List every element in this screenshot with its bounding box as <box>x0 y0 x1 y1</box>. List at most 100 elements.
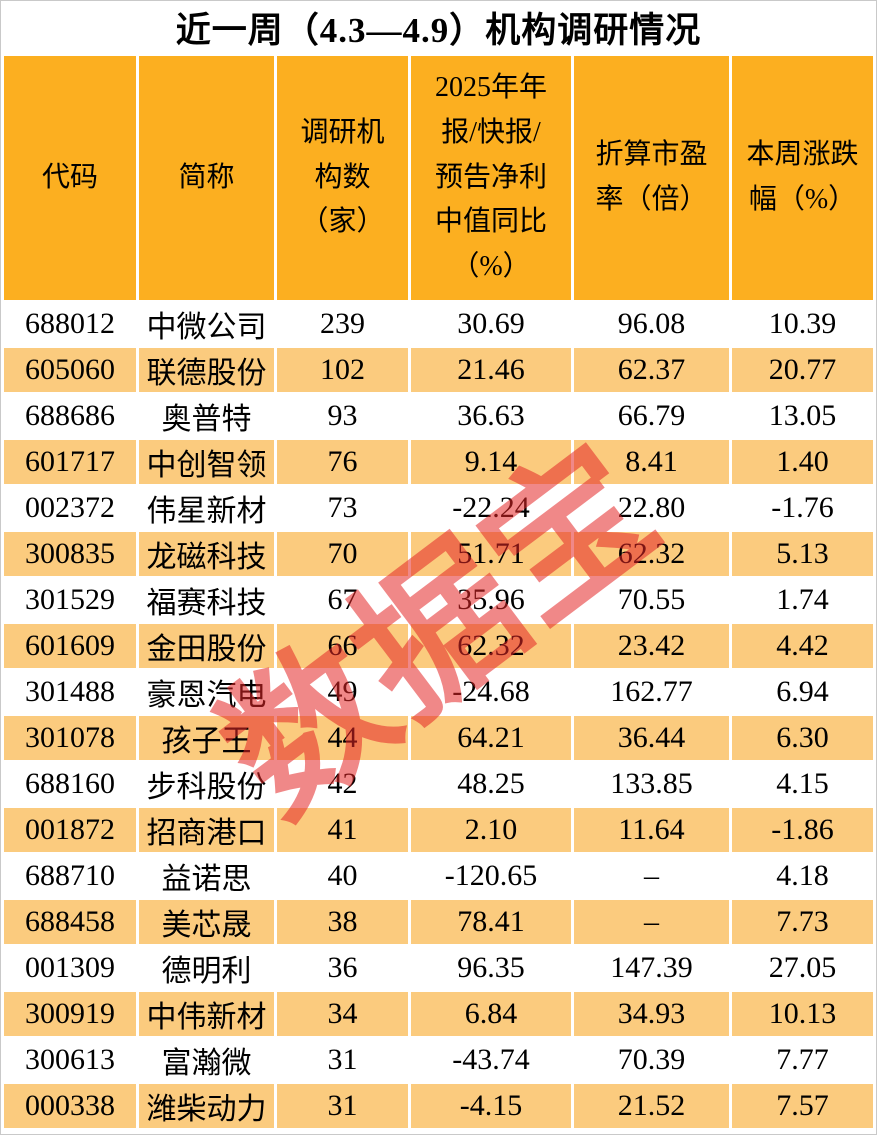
cell-code: 688686 <box>4 394 136 438</box>
cell-profit-yoy: -43.74 <box>411 1038 571 1082</box>
column-header-code: 代码 <box>4 56 136 300</box>
table-row: 300613 富瀚微 31 -43.74 70.39 7.77 <box>4 1038 873 1082</box>
cell-name: 孩子王 <box>139 716 274 760</box>
cell-week-change: -1.76 <box>732 486 873 530</box>
cell-code: 001872 <box>4 808 136 852</box>
cell-pe-ratio: 36.44 <box>574 716 729 760</box>
cell-week-change: 4.42 <box>732 624 873 668</box>
cell-org-count: 73 <box>277 486 408 530</box>
cell-name: 龙磁科技 <box>139 532 274 576</box>
table-row: 000338 潍柴动力 31 -4.15 21.52 7.57 <box>4 1084 873 1128</box>
table-row: 301529 福赛科技 67 35.96 70.55 1.74 <box>4 578 873 622</box>
cell-code: 300613 <box>4 1038 136 1082</box>
cell-pe-ratio: 8.41 <box>574 440 729 484</box>
column-header-name: 简称 <box>139 56 274 300</box>
table-row: 300919 中伟新材 34 6.84 34.93 10.13 <box>4 992 873 1036</box>
cell-profit-yoy: 62.32 <box>411 624 571 668</box>
cell-org-count: 93 <box>277 394 408 438</box>
cell-week-change: 7.57 <box>732 1084 873 1128</box>
column-header-week-change: 本周涨跌 幅（%） <box>732 56 873 300</box>
cell-week-change: -1.86 <box>732 808 873 852</box>
cell-week-change: 10.13 <box>732 992 873 1036</box>
cell-org-count: 31 <box>277 1084 408 1128</box>
table-row: 001309 德明利 36 96.35 147.39 27.05 <box>4 946 873 990</box>
cell-name: 益诺思 <box>139 854 274 898</box>
cell-week-change: 13.05 <box>732 394 873 438</box>
cell-pe-ratio: 133.85 <box>574 762 729 806</box>
cell-week-change: 6.30 <box>732 716 873 760</box>
cell-org-count: 38 <box>277 900 408 944</box>
cell-week-change: 20.77 <box>732 348 873 392</box>
table-row: 002372 伟星新材 73 -22.24 22.80 -1.76 <box>4 486 873 530</box>
table-row: 300835 龙磁科技 70 51.71 62.32 5.13 <box>4 532 873 576</box>
cell-name: 步科股份 <box>139 762 274 806</box>
cell-pe-ratio: 147.39 <box>574 946 729 990</box>
cell-name: 伟星新材 <box>139 486 274 530</box>
cell-code: 301488 <box>4 670 136 714</box>
cell-org-count: 31 <box>277 1038 408 1082</box>
cell-pe-ratio: 62.37 <box>574 348 729 392</box>
cell-week-change: 1.40 <box>732 440 873 484</box>
cell-org-count: 239 <box>277 302 408 346</box>
cell-org-count: 34 <box>277 992 408 1036</box>
cell-week-change: 6.94 <box>732 670 873 714</box>
table-row: 688458 美芯晟 38 78.41 – 7.73 <box>4 900 873 944</box>
cell-pe-ratio: – <box>574 854 729 898</box>
cell-week-change: 4.18 <box>732 854 873 898</box>
header-row: 代码 简称 调研机 构数 （家） 2025年年 报/快报/ 预告净利 中值同比 … <box>4 56 873 300</box>
cell-code: 000338 <box>4 1084 136 1128</box>
cell-org-count: 41 <box>277 808 408 852</box>
cell-name: 中创智领 <box>139 440 274 484</box>
cell-org-count: 40 <box>277 854 408 898</box>
cell-name: 中伟新材 <box>139 992 274 1036</box>
cell-profit-yoy: 36.63 <box>411 394 571 438</box>
cell-profit-yoy: 21.46 <box>411 348 571 392</box>
table-row: 301078 孩子王 44 64.21 36.44 6.30 <box>4 716 873 760</box>
cell-code: 688012 <box>4 302 136 346</box>
cell-org-count: 76 <box>277 440 408 484</box>
cell-pe-ratio: 96.08 <box>574 302 729 346</box>
cell-week-change: 7.77 <box>732 1038 873 1082</box>
research-table: 代码 简称 调研机 构数 （家） 2025年年 报/快报/ 预告净利 中值同比 … <box>1 54 876 1130</box>
cell-profit-yoy: 6.84 <box>411 992 571 1036</box>
table-row: 301488 豪恩汽电 49 -24.68 162.77 6.94 <box>4 670 873 714</box>
cell-week-change: 4.15 <box>732 762 873 806</box>
cell-pe-ratio: 22.80 <box>574 486 729 530</box>
cell-week-change: 10.39 <box>732 302 873 346</box>
cell-pe-ratio: 66.79 <box>574 394 729 438</box>
cell-org-count: 36 <box>277 946 408 990</box>
cell-code: 601609 <box>4 624 136 668</box>
cell-profit-yoy: -4.15 <box>411 1084 571 1128</box>
cell-code: 301529 <box>4 578 136 622</box>
table-row: 688710 益诺思 40 -120.65 – 4.18 <box>4 854 873 898</box>
cell-profit-yoy: -22.24 <box>411 486 571 530</box>
cell-org-count: 42 <box>277 762 408 806</box>
cell-pe-ratio: 62.32 <box>574 532 729 576</box>
cell-week-change: 27.05 <box>732 946 873 990</box>
cell-code: 002372 <box>4 486 136 530</box>
cell-code: 001309 <box>4 946 136 990</box>
table-row: 601717 中创智领 76 9.14 8.41 1.40 <box>4 440 873 484</box>
cell-profit-yoy: -24.68 <box>411 670 571 714</box>
cell-name: 潍柴动力 <box>139 1084 274 1128</box>
cell-profit-yoy: 48.25 <box>411 762 571 806</box>
cell-name: 美芯晟 <box>139 900 274 944</box>
table-row: 688686 奥普特 93 36.63 66.79 13.05 <box>4 394 873 438</box>
column-header-org-count: 调研机 构数 （家） <box>277 56 408 300</box>
cell-name: 联德股份 <box>139 348 274 392</box>
cell-name: 金田股份 <box>139 624 274 668</box>
cell-pe-ratio: 21.52 <box>574 1084 729 1128</box>
cell-profit-yoy: 64.21 <box>411 716 571 760</box>
cell-org-count: 66 <box>277 624 408 668</box>
cell-pe-ratio: 34.93 <box>574 992 729 1036</box>
cell-profit-yoy: 51.71 <box>411 532 571 576</box>
cell-name: 豪恩汽电 <box>139 670 274 714</box>
column-header-profit-yoy: 2025年年 报/快报/ 预告净利 中值同比 （%） <box>411 56 571 300</box>
risk-note: 风险提示：本表内容均为客观数据统计，不构成任何投资建议 <box>1 1130 876 1134</box>
cell-pe-ratio: 23.42 <box>574 624 729 668</box>
cell-name: 招商港口 <box>139 808 274 852</box>
table-row: 688012 中微公司 239 30.69 96.08 10.39 <box>4 302 873 346</box>
cell-code: 605060 <box>4 348 136 392</box>
cell-code: 688710 <box>4 854 136 898</box>
